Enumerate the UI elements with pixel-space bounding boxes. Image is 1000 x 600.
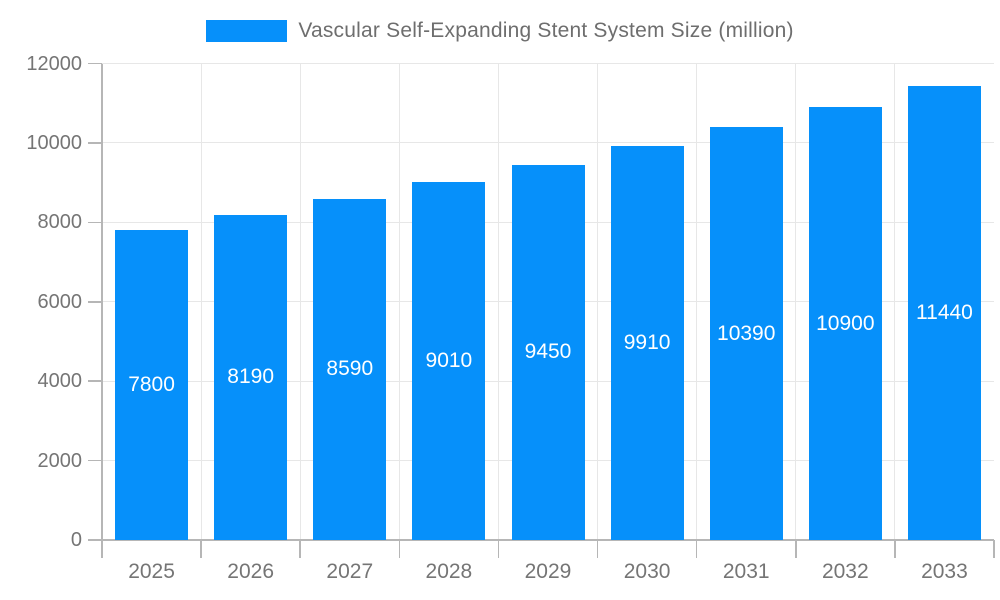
y-axis-label: 4000 (37, 370, 83, 393)
y-axis-label: 12000 (26, 52, 82, 75)
y-axis-tick (88, 459, 102, 462)
bar-value-label: 9450 (524, 340, 572, 364)
x-axis-label: 2026 (227, 560, 275, 583)
x-axis-tick (795, 540, 797, 558)
gridline-vertical (299, 63, 301, 540)
y-axis-label: 8000 (37, 211, 83, 234)
bar-value-label: 8590 (326, 357, 374, 381)
gridline-vertical (894, 63, 896, 540)
bar-value-label: 7800 (128, 373, 175, 397)
y-axis-tick (88, 62, 102, 65)
x-axis-label: 2033 (921, 560, 968, 583)
bar-value-label: 10900 (816, 311, 875, 335)
x-axis-label: 2028 (425, 560, 473, 583)
gridline-vertical (497, 63, 499, 540)
x-axis-label: 2031 (722, 560, 770, 583)
x-axis-label: 2027 (326, 560, 374, 583)
x-axis-tick (101, 540, 103, 558)
gridline-vertical (597, 63, 599, 540)
x-axis-tick (695, 540, 698, 558)
x-axis-tick (299, 540, 301, 558)
gridline-horizontal (102, 142, 994, 144)
bar-value-label: 11440 (916, 300, 973, 324)
y-axis-label: 2000 (37, 449, 83, 472)
legend-label: Vascular Self-Expanding Stent System Siz… (298, 19, 794, 42)
gridline-vertical (398, 63, 400, 540)
y-axis-line (101, 63, 103, 540)
x-axis-label: 2030 (623, 560, 671, 583)
legend-swatch-icon (206, 20, 288, 42)
y-axis-label: 6000 (37, 290, 83, 313)
y-axis-tick (88, 301, 102, 303)
y-axis-label: 0 (70, 529, 82, 551)
x-axis-tick (398, 540, 401, 558)
y-axis-tick (88, 142, 102, 144)
x-axis-tick (596, 540, 599, 558)
bar[interactable]: 9910 (610, 146, 684, 540)
bar[interactable]: 8590 (313, 198, 387, 540)
bar-value-label: 8190 (227, 365, 275, 389)
y-axis-label: 10000 (26, 131, 82, 154)
bar-value-label: 9010 (425, 349, 473, 373)
bar[interactable]: 10390 (709, 127, 783, 540)
gridline-vertical (795, 63, 797, 540)
bar-value-label: 9910 (623, 331, 671, 355)
gridline-vertical (200, 63, 202, 540)
x-axis-label: 2025 (128, 560, 175, 583)
x-axis-label: 2029 (524, 560, 572, 583)
x-axis-tick (200, 540, 202, 558)
bar[interactable]: 8190 (214, 214, 288, 540)
bar[interactable]: 10900 (808, 107, 882, 540)
bar[interactable]: 7800 (115, 230, 189, 540)
gridline-horizontal (102, 63, 994, 64)
bar-value-label: 10390 (717, 321, 776, 345)
bar[interactable]: 9450 (511, 164, 585, 540)
gridline-vertical (696, 63, 698, 540)
x-axis-tick (497, 540, 500, 558)
y-axis-tick (88, 221, 102, 224)
bar[interactable]: 11440 (907, 85, 981, 540)
bar[interactable]: 9010 (412, 182, 486, 540)
x-axis-tick (993, 540, 995, 558)
chart-legend[interactable]: Vascular Self-Expanding Stent System Siz… (0, 19, 1000, 43)
x-axis-tick (894, 540, 896, 558)
x-axis-line (88, 539, 994, 541)
x-axis-label: 2032 (821, 560, 869, 583)
y-axis-tick (88, 380, 102, 382)
